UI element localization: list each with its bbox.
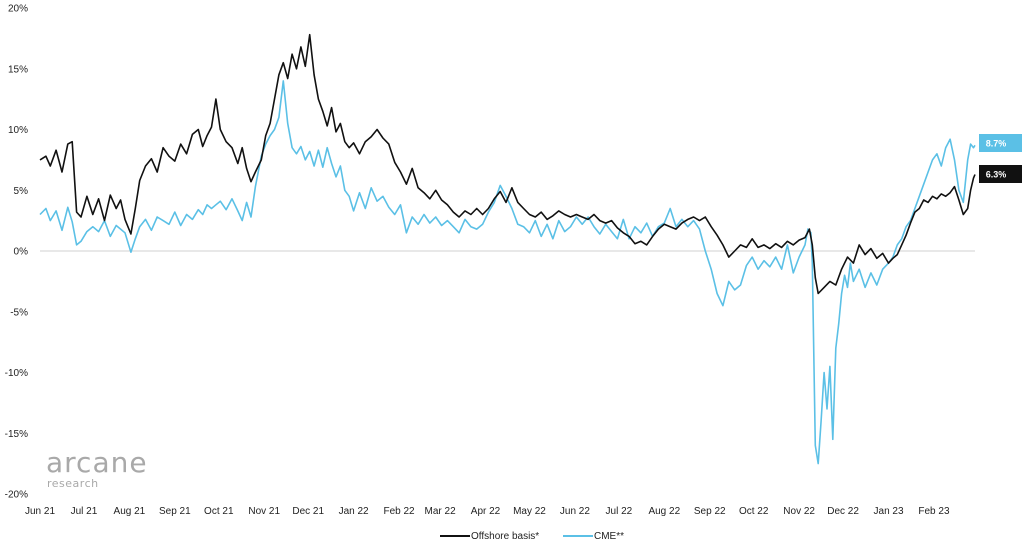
x-tick-label: Oct 22 <box>739 506 769 517</box>
y-tick-label: 10% <box>8 125 28 136</box>
brand-logo: arcane research <box>46 446 148 490</box>
y-tick-label: -15% <box>5 429 28 440</box>
series-line <box>39 33 976 295</box>
x-tick-label: Sep 21 <box>159 506 191 517</box>
brand-name: arcane <box>46 446 148 479</box>
series-layer <box>39 33 976 465</box>
end-value-label: 6.3% <box>986 170 1007 180</box>
y-tick-label: 0% <box>14 247 29 258</box>
x-tick-label: Nov 21 <box>248 506 280 517</box>
x-tick-label: Mar 22 <box>425 506 457 517</box>
x-tick-label: Dec 22 <box>827 506 859 517</box>
series-line <box>39 80 976 465</box>
x-tick-label: Sep 22 <box>694 506 726 517</box>
x-tick-label: Jan 22 <box>339 506 369 517</box>
x-tick-label: Nov 22 <box>783 506 815 517</box>
x-tick-label: Apr 22 <box>471 506 501 517</box>
x-tick-label: Aug 22 <box>648 506 680 517</box>
legend: Offshore basis* CME** <box>440 531 624 539</box>
x-tick-label: Jul 22 <box>606 506 633 517</box>
y-tick-label: -10% <box>5 368 28 379</box>
x-tick-label: Aug 21 <box>114 506 146 517</box>
brand-sub: research <box>47 477 99 490</box>
y-tick-label: 15% <box>8 64 28 75</box>
y-tick-label: 20% <box>8 4 28 15</box>
x-tick-label: Jul 21 <box>71 506 98 517</box>
y-tick-label: -5% <box>10 307 28 318</box>
x-tick-label: Jun 21 <box>25 506 55 517</box>
end-value-label: 8.7% <box>986 139 1007 149</box>
x-tick-label: Feb 23 <box>918 506 950 517</box>
x-tick-label: Dec 21 <box>292 506 324 517</box>
legend-label: CME** <box>594 531 624 539</box>
end-value-badge <box>979 165 1022 183</box>
x-tick-label: Jan 23 <box>874 506 904 517</box>
legend-label: Offshore basis* <box>471 531 539 539</box>
x-tick-label: Feb 22 <box>383 506 415 517</box>
end-value-badges: 6.3% 8.7% <box>979 134 1022 183</box>
x-axis-ticks: Jun 21 Jul 21 Aug 21 Sep 21 Oct 21 Nov 21 Dec … <box>25 506 950 517</box>
y-tick-label: -20% <box>5 490 28 501</box>
end-value-badge <box>979 134 1022 152</box>
x-tick-label: May 22 <box>513 506 546 517</box>
x-tick-label: Oct 21 <box>204 506 234 517</box>
y-tick-label: 5% <box>14 186 29 197</box>
x-tick-label: Jun 22 <box>560 506 590 517</box>
y-axis-ticks: 20% 15% 10% 5% 0% -5% -10% -15% -20% <box>5 4 28 501</box>
